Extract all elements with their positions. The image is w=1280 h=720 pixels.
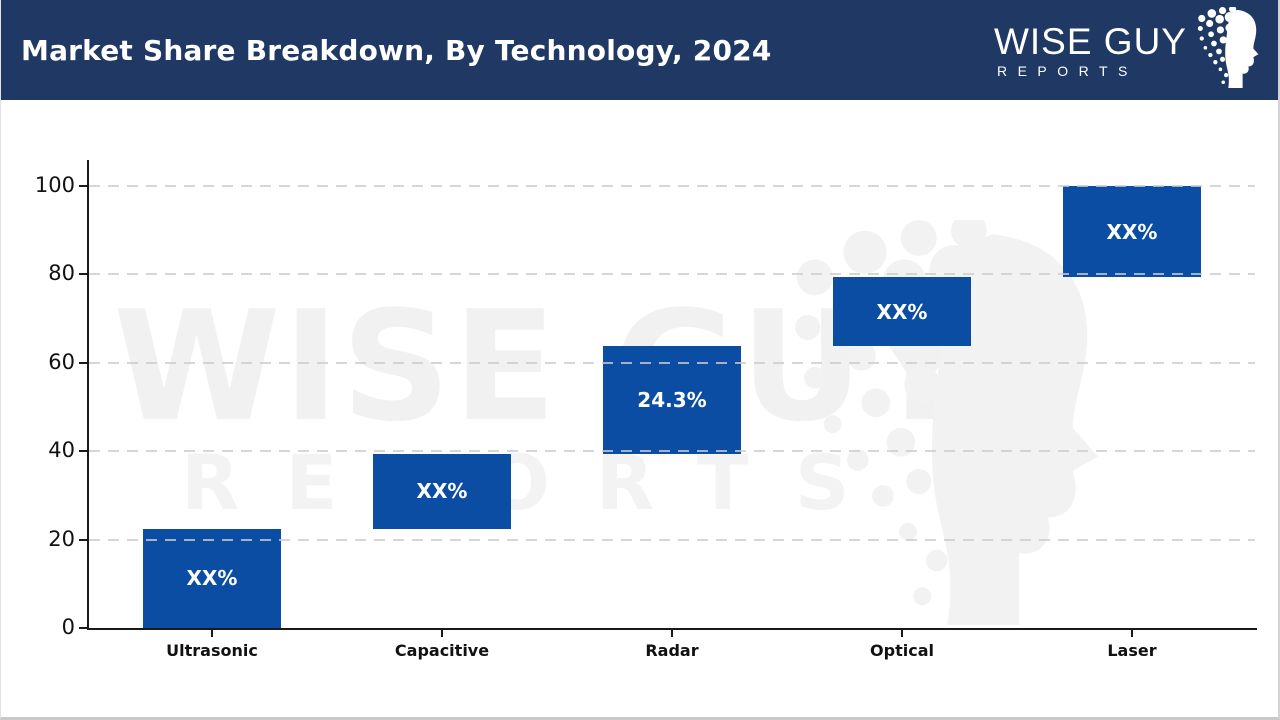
bar-laser: XX% — [1063, 186, 1201, 278]
bar-value-label: XX% — [1106, 219, 1158, 244]
bar-value-label: XX% — [416, 479, 468, 504]
y-tick-mark — [79, 450, 87, 453]
brand-head-icon — [1197, 7, 1259, 88]
bar-ultrasonic: XX% — [143, 528, 281, 628]
x-tick-mark — [901, 630, 903, 637]
y-axis-line — [87, 160, 89, 630]
header-bar: Market Share Breakdown, By Technology, 2… — [1, 0, 1278, 100]
x-axis-label-capacitive: Capacitive — [394, 641, 490, 660]
y-tick-mark — [79, 627, 87, 629]
brand-text: WISE GUY REPORTS — [993, 20, 1187, 79]
x-tick-mark — [1131, 630, 1133, 637]
x-axis-label-laser: Laser — [1107, 641, 1157, 660]
bar-value-label: XX% — [186, 566, 238, 591]
bar-optical: XX% — [833, 277, 971, 347]
chart-title: Market Share Breakdown, By Technology, 2… — [21, 33, 772, 67]
y-tick-label: 0 — [61, 615, 75, 639]
brand-subtitle: REPORTS — [996, 62, 1138, 79]
x-tick-mark — [671, 630, 673, 637]
gridline-100 — [89, 185, 1255, 187]
gridline-60 — [89, 361, 1255, 364]
chart-area: WISE GUY REPORTS XX% XX% 24.3% XX% XX% 0 20 40 6… — [1, 100, 1278, 717]
y-tick-label: 40 — [48, 438, 75, 463]
y-tick-label: 60 — [48, 349, 75, 374]
y-tick-label: 80 — [48, 261, 75, 286]
gridline-20 — [89, 538, 1255, 541]
gridline-80 — [89, 273, 1255, 276]
x-axis-label-ultrasonic: Ultrasonic — [166, 641, 258, 660]
x-axis-label-radar: Radar — [645, 641, 699, 660]
bar-value-label: XX% — [876, 299, 928, 324]
brand-name: WISE GUY — [993, 20, 1187, 62]
bar-value-label: 24.3% — [637, 388, 707, 413]
x-axis-line — [87, 628, 1257, 630]
bar-capacitive: XX% — [373, 453, 511, 529]
y-tick-label: 100 — [34, 173, 75, 197]
y-tick-label: 20 — [48, 526, 75, 551]
brand-logo: WISE GUY REPORTS — [994, 6, 1265, 94]
x-axis-label-optical: Optical — [870, 641, 934, 660]
y-tick-mark — [79, 361, 87, 364]
y-tick-mark — [79, 538, 87, 541]
bar-radar: 24.3% — [603, 346, 741, 454]
gridline-40 — [89, 450, 1255, 453]
x-tick-mark — [211, 630, 213, 637]
y-tick-mark — [79, 273, 87, 276]
x-tick-mark — [441, 630, 443, 637]
y-tick-mark — [79, 185, 87, 187]
